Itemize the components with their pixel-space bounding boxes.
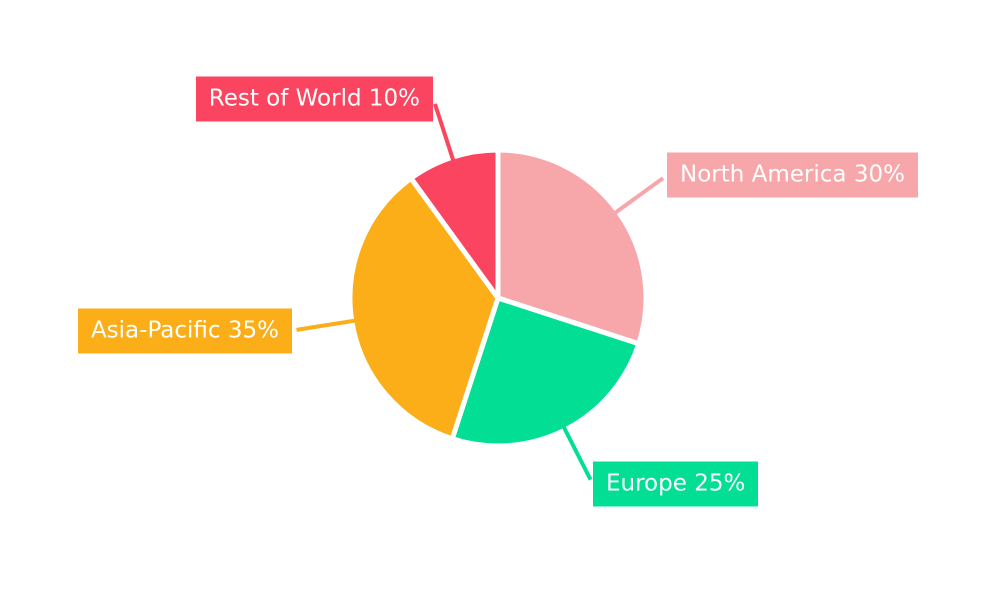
- slice-label-asia-pacific: Asia-Pacific 35%: [77, 308, 292, 354]
- label-line-asia-pacific: [296, 318, 359, 332]
- slice-label-north-america: North America 30%: [667, 152, 918, 198]
- slice-label-europe: Europe 25%: [593, 461, 759, 507]
- label-line-europe: [560, 423, 593, 481]
- label-line-rest-of-world: [433, 103, 457, 164]
- slice-label-rest-of-world: Rest of World 10%: [195, 76, 433, 122]
- label-line-north-america: [611, 176, 665, 217]
